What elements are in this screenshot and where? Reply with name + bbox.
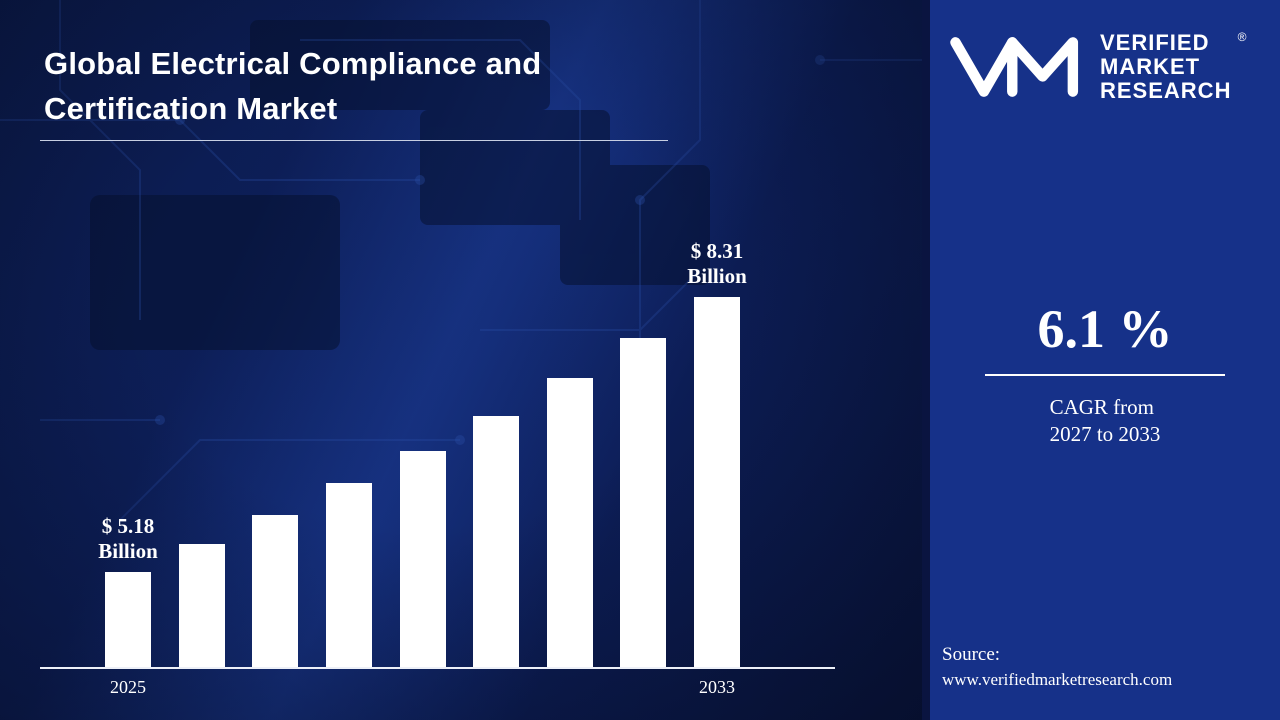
x-axis-label: 2033 — [699, 677, 735, 697]
source-label: Source: — [942, 644, 1001, 665]
title-underline — [40, 140, 668, 141]
bar-2028 — [325, 483, 372, 667]
bar — [473, 416, 520, 667]
page-title: Global Electrical Compliance and Certifi… — [44, 46, 542, 126]
bar — [399, 451, 446, 667]
bar — [546, 378, 593, 667]
bar-2026 — [178, 544, 225, 667]
bar-2029 — [399, 451, 446, 667]
vmr-logo-icon — [950, 37, 1079, 97]
registered-mark: ® — [1237, 30, 1248, 44]
cagr-caption: CAGR from 2027 to 2033 — [1050, 394, 1161, 448]
bar-chart: $ 5.18 Billion 2025 $ 8.31 Billion 2033 — [40, 160, 835, 697]
brand-name: VERIFIED MARKET RESEARCH ® — [1100, 30, 1246, 103]
bar-series: $ 5.18 Billion 2025 $ 8.31 Billion 2033 — [98, 239, 747, 697]
brand-logo: VERIFIED MARKET RESEARCH ® — [946, 28, 1268, 106]
bar-value-label: $ 5.18 Billion — [98, 514, 158, 564]
bar — [325, 483, 372, 667]
right-panel: VERIFIED MARKET RESEARCH ® 6.1 % CAGR fr… — [922, 0, 1280, 720]
bar-2030 — [473, 416, 520, 667]
source-url: www.verifiedmarketresearch.com — [942, 670, 1173, 689]
bar — [694, 297, 740, 667]
cagr-caption-line-2: 2027 to 2033 — [1049, 422, 1161, 446]
x-axis-label: 2025 — [110, 677, 146, 697]
cagr-caption-line-1: CAGR from — [1049, 395, 1154, 419]
bar — [178, 544, 225, 667]
bar-2033: $ 8.31 Billion 2033 — [687, 239, 747, 697]
bar-2027 — [252, 515, 299, 667]
background-vignette — [0, 0, 930, 720]
bar-2025: $ 5.18 Billion 2025 — [98, 514, 158, 697]
bar — [252, 515, 299, 667]
bar — [620, 338, 667, 667]
bar-2032 — [620, 338, 667, 667]
brand-line-1: VERIFIED — [1100, 30, 1210, 55]
brand-line-2: MARKET — [1100, 54, 1201, 79]
brand-line-3: RESEARCH — [1100, 78, 1232, 103]
bar-2031 — [546, 378, 593, 667]
cagr-value: 6.1 % — [1037, 299, 1173, 359]
cagr-block: 6.1 % CAGR from 2027 to 2033 — [930, 300, 1280, 448]
bar-value-label: $ 8.31 Billion — [687, 239, 747, 289]
cagr-underline — [985, 374, 1225, 376]
source-block: Source: www.verifiedmarketresearch.com — [942, 644, 1172, 690]
bar — [105, 572, 151, 667]
